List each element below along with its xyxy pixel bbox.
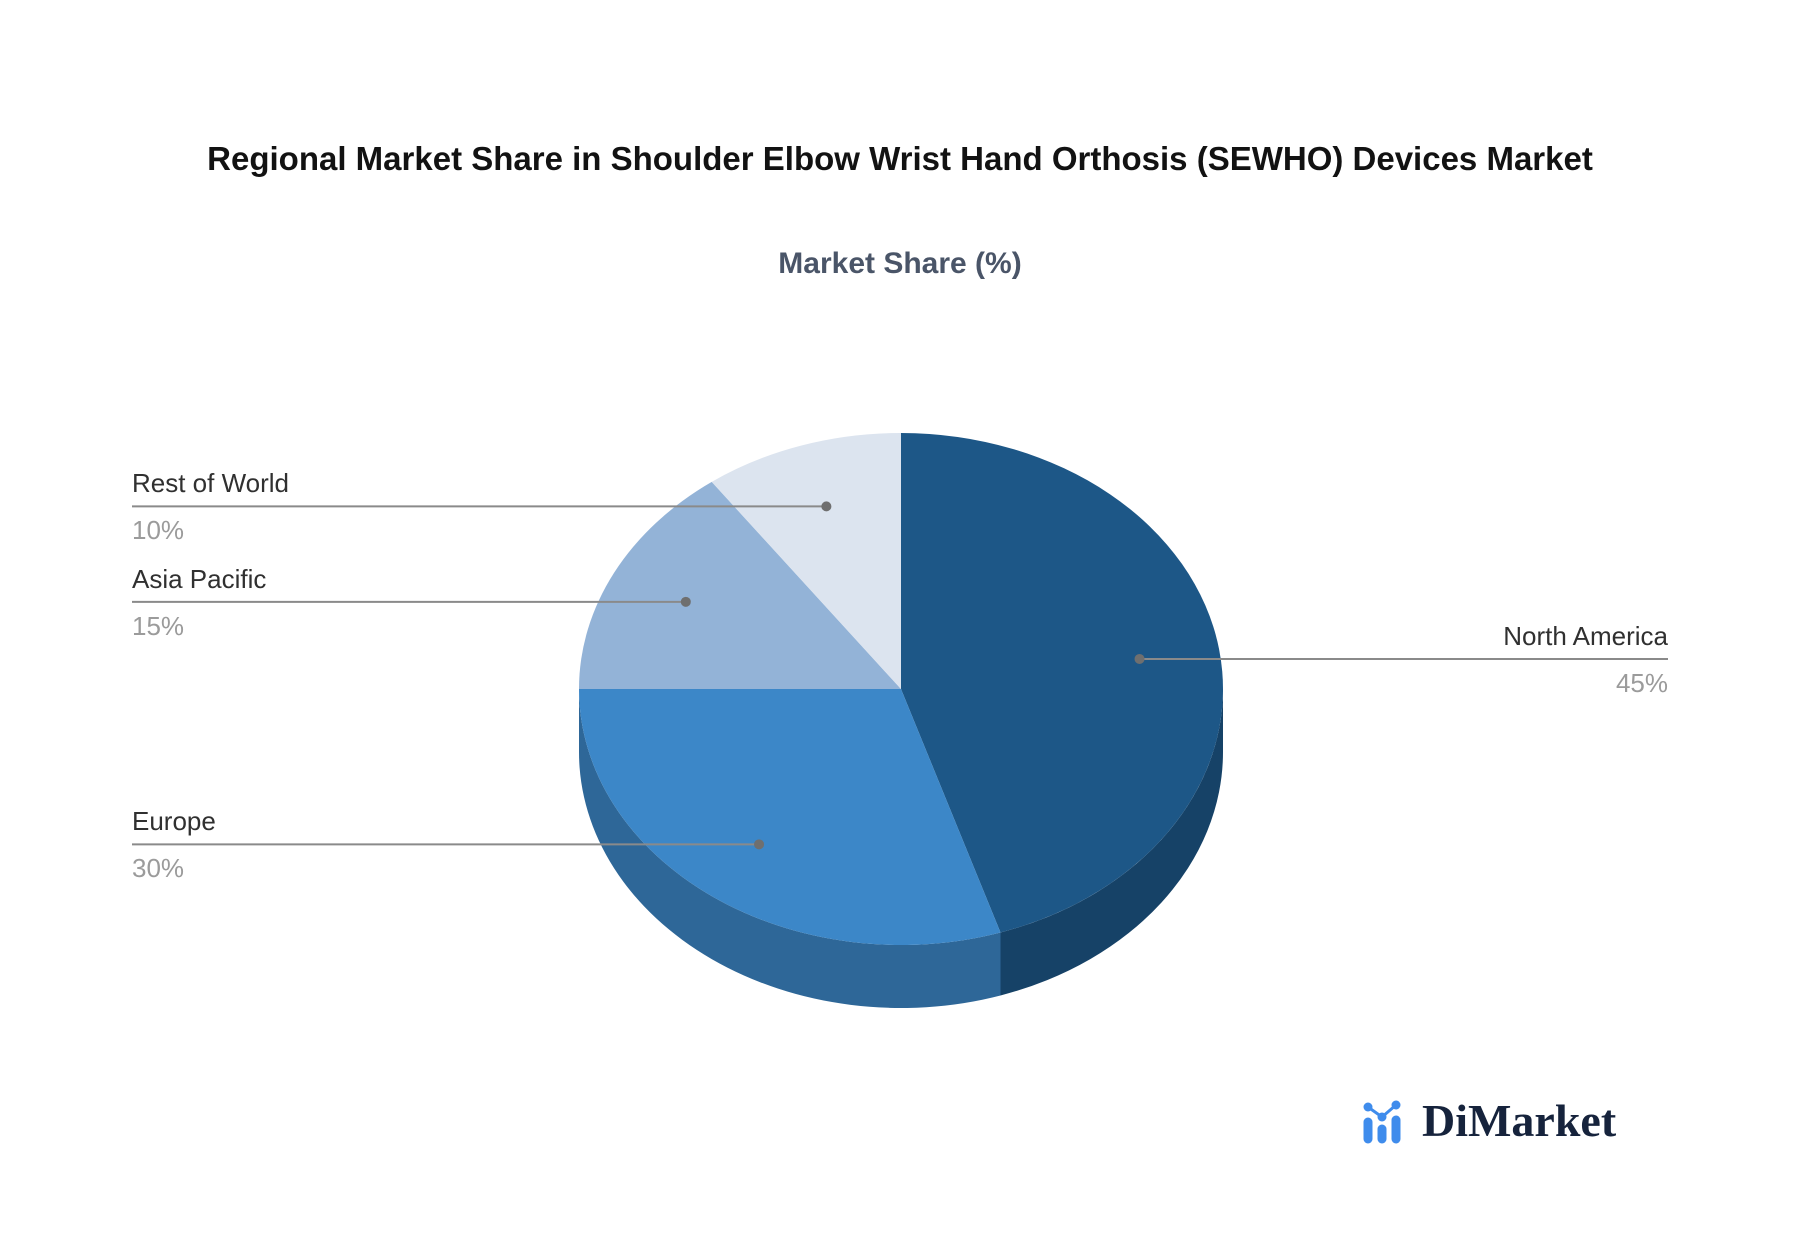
dimarket-logo: DiMarket	[1360, 1096, 1616, 1148]
slice-label-rest-of-world: Rest of World	[132, 468, 290, 499]
rest-of-world-leader-dot	[821, 501, 832, 512]
dimarket-logo-text: DiMarket	[1422, 1095, 1617, 1146]
asia-pacific-slice	[579, 481, 901, 689]
europe-slice-side	[579, 689, 1001, 1008]
slice-value-europe: 30%	[132, 853, 185, 884]
chart-title: Regional Market Share in Shoulder Elbow …	[207, 140, 1593, 177]
slice-label-europe: Europe	[132, 806, 216, 837]
slice-label-north-america: North America	[1503, 620, 1668, 651]
north-america-slice-side	[1000, 689, 1223, 996]
rest-of-world-slice	[711, 433, 901, 689]
slice-value-north-america: 45%	[1615, 667, 1668, 698]
slice-value-rest-of-world: 10%	[132, 515, 185, 546]
north-america-leader-dot	[1134, 653, 1145, 664]
slice-value-asia-pacific: 15%	[132, 610, 185, 641]
europe-leader-dot	[754, 839, 765, 850]
chart-subtitle: Market Share (%)	[778, 247, 1022, 280]
bar-chart-logo-icon	[1363, 1100, 1401, 1144]
asia-pacific-leader-dot	[680, 596, 691, 607]
north-america-slice	[901, 433, 1223, 933]
slice-label-asia-pacific: Asia Pacific	[132, 563, 267, 594]
europe-slice	[579, 689, 1001, 945]
